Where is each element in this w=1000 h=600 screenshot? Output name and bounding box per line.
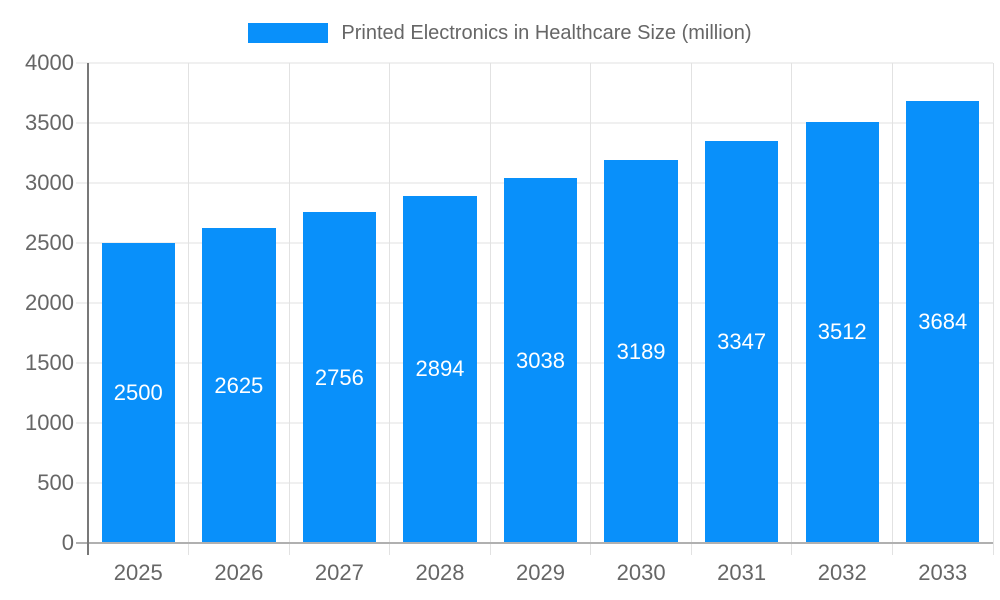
bar-value-label: 3189	[616, 338, 666, 364]
y-axis-line	[87, 63, 89, 555]
x-tick-label: 2032	[817, 560, 867, 585]
v-gridline	[590, 63, 592, 555]
bar-column: 2500	[88, 63, 189, 543]
v-gridline	[188, 63, 190, 555]
x-tick-label: 2026	[214, 560, 264, 585]
bar-column: 2625	[189, 63, 290, 543]
y-tick-label: 2000	[25, 290, 74, 315]
bar-column: 3189	[591, 63, 692, 543]
v-gridline	[690, 63, 692, 555]
bar-column: 3512	[792, 63, 893, 543]
legend-swatch-icon	[248, 23, 329, 43]
bar-value-label: 3038	[516, 347, 565, 373]
x-axis-labels: 2025 2026 2027 2028 2029 2030 2031 2032 2033	[88, 560, 993, 586]
chart-legend: Printed Electronics in Healthcare Size (…	[0, 21, 1000, 45]
y-tick-label: 500	[37, 470, 74, 495]
y-tick-label: 1500	[25, 350, 74, 375]
plot-area: 2500 2625 2756 2894 3038 3189 3347 3512 3684 0 50…	[25, 52, 994, 555]
bar-2031: 3347	[704, 141, 779, 543]
v-gridline	[791, 63, 793, 555]
x-tick-label: 2025	[113, 560, 163, 585]
bar-2025: 2500	[101, 243, 175, 543]
x-tick-label: 2029	[516, 560, 565, 585]
bar-value-label: 3684	[918, 308, 968, 334]
y-tick-label: 0	[61, 530, 74, 555]
bar-column: 2756	[289, 63, 390, 543]
bar-column: 3684	[893, 63, 994, 543]
x-tick-label: 2027	[314, 560, 364, 585]
x-tick-label: 2030	[616, 560, 666, 585]
x-tick-label: 2031	[717, 560, 767, 585]
x-tick-label: 2033	[918, 560, 968, 585]
bar-2030: 3189	[604, 160, 678, 543]
bar-2027: 2756	[302, 212, 377, 543]
x-axis-baseline	[76, 542, 993, 544]
bar-value-label: 2625	[214, 372, 264, 398]
legend-label: Printed Electronics in Healthcare Size (…	[341, 21, 752, 44]
y-tick-label: 3500	[25, 110, 74, 135]
bar-2028: 2894	[403, 195, 477, 543]
h-gridline	[76, 122, 993, 124]
y-tick-label: 2500	[25, 230, 74, 255]
bar-value-label: 2894	[415, 356, 465, 382]
h-gridline	[76, 62, 993, 64]
bar-value-label: 2756	[314, 364, 364, 390]
v-gridline	[992, 63, 994, 555]
v-gridline	[489, 63, 491, 555]
bar-2033: 3684	[906, 100, 980, 543]
bar-2029: 3038	[503, 178, 578, 543]
bar-value-label: 3347	[717, 329, 767, 355]
v-gridline	[389, 63, 391, 555]
bar-2026: 2625	[202, 228, 276, 543]
y-tick-label: 4000	[25, 50, 74, 75]
bars-row: 2500 2625 2756 2894 3038 3189 3347 3512 3684	[88, 63, 993, 543]
y-tick-label: 3000	[25, 170, 74, 195]
bar-column: 3347	[691, 63, 792, 543]
bar-column: 3038	[490, 63, 591, 543]
bar-2032: 3512	[805, 121, 879, 543]
bar-value-label: 3512	[817, 319, 867, 345]
bar-value-label: 2500	[113, 380, 163, 405]
v-gridline	[288, 63, 290, 555]
y-tick-label: 1000	[25, 410, 74, 435]
v-gridline	[891, 63, 893, 555]
bar-column: 2894	[390, 63, 491, 543]
x-tick-label: 2028	[415, 560, 465, 585]
